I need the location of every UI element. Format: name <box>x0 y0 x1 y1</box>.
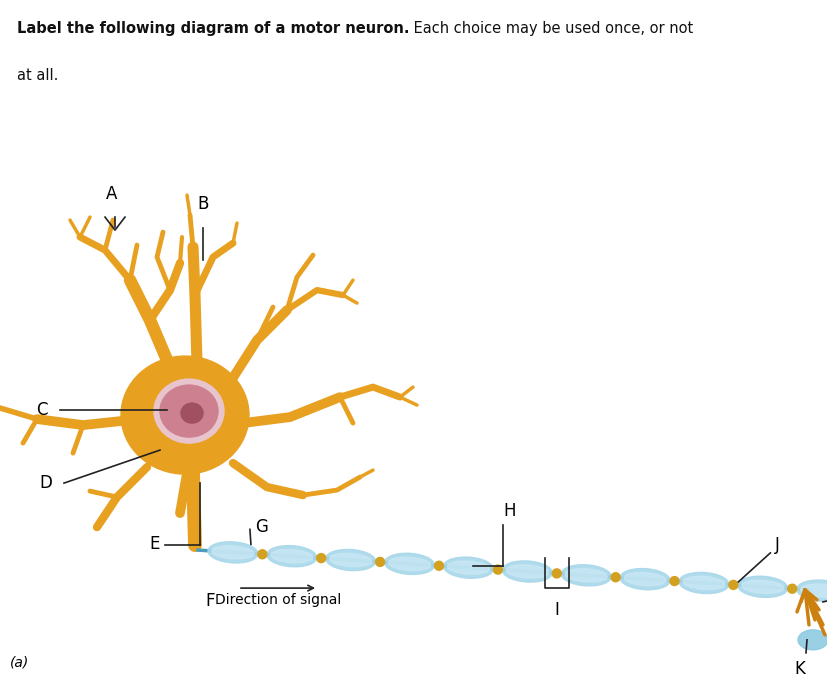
Text: F: F <box>205 592 214 610</box>
Ellipse shape <box>624 572 665 586</box>
Ellipse shape <box>741 580 783 593</box>
Ellipse shape <box>212 546 254 559</box>
Text: I: I <box>553 601 558 620</box>
Ellipse shape <box>619 569 669 590</box>
Text: at all.: at all. <box>17 68 58 83</box>
Circle shape <box>493 565 502 574</box>
Ellipse shape <box>561 565 610 586</box>
Ellipse shape <box>208 542 257 563</box>
Circle shape <box>375 557 385 566</box>
Circle shape <box>317 554 325 563</box>
Ellipse shape <box>797 630 827 650</box>
Text: Label the following diagram of a motor neuron.: Label the following diagram of a motor n… <box>17 21 409 36</box>
Text: E: E <box>150 535 160 553</box>
Ellipse shape <box>682 576 724 590</box>
Ellipse shape <box>181 403 203 423</box>
Text: Direction of signal: Direction of signal <box>215 593 341 607</box>
Circle shape <box>786 584 796 593</box>
Ellipse shape <box>160 385 218 437</box>
Text: C: C <box>36 401 48 419</box>
Ellipse shape <box>154 379 224 443</box>
Ellipse shape <box>796 580 827 601</box>
Circle shape <box>434 561 443 570</box>
Circle shape <box>728 580 737 589</box>
Text: G: G <box>255 519 267 536</box>
Ellipse shape <box>565 569 606 582</box>
Ellipse shape <box>506 565 547 578</box>
Circle shape <box>610 573 619 582</box>
Circle shape <box>257 550 266 559</box>
Ellipse shape <box>678 572 728 593</box>
Ellipse shape <box>502 561 552 582</box>
Circle shape <box>552 569 561 578</box>
Ellipse shape <box>447 561 489 574</box>
Ellipse shape <box>325 549 375 571</box>
Ellipse shape <box>266 546 317 567</box>
Ellipse shape <box>737 576 786 597</box>
Text: B: B <box>197 195 208 213</box>
Ellipse shape <box>121 356 249 474</box>
Text: Each choice may be used once, or not: Each choice may be used once, or not <box>408 21 692 36</box>
Ellipse shape <box>329 553 371 567</box>
Text: D: D <box>39 474 52 492</box>
Text: J: J <box>774 536 779 554</box>
Ellipse shape <box>800 584 827 597</box>
Text: K: K <box>794 660 805 678</box>
Circle shape <box>669 576 678 586</box>
Text: A: A <box>106 185 117 203</box>
Text: H: H <box>503 502 515 519</box>
Ellipse shape <box>270 550 313 563</box>
Ellipse shape <box>384 553 434 574</box>
Ellipse shape <box>443 557 493 578</box>
Text: (a): (a) <box>10 656 29 670</box>
Ellipse shape <box>388 557 430 570</box>
